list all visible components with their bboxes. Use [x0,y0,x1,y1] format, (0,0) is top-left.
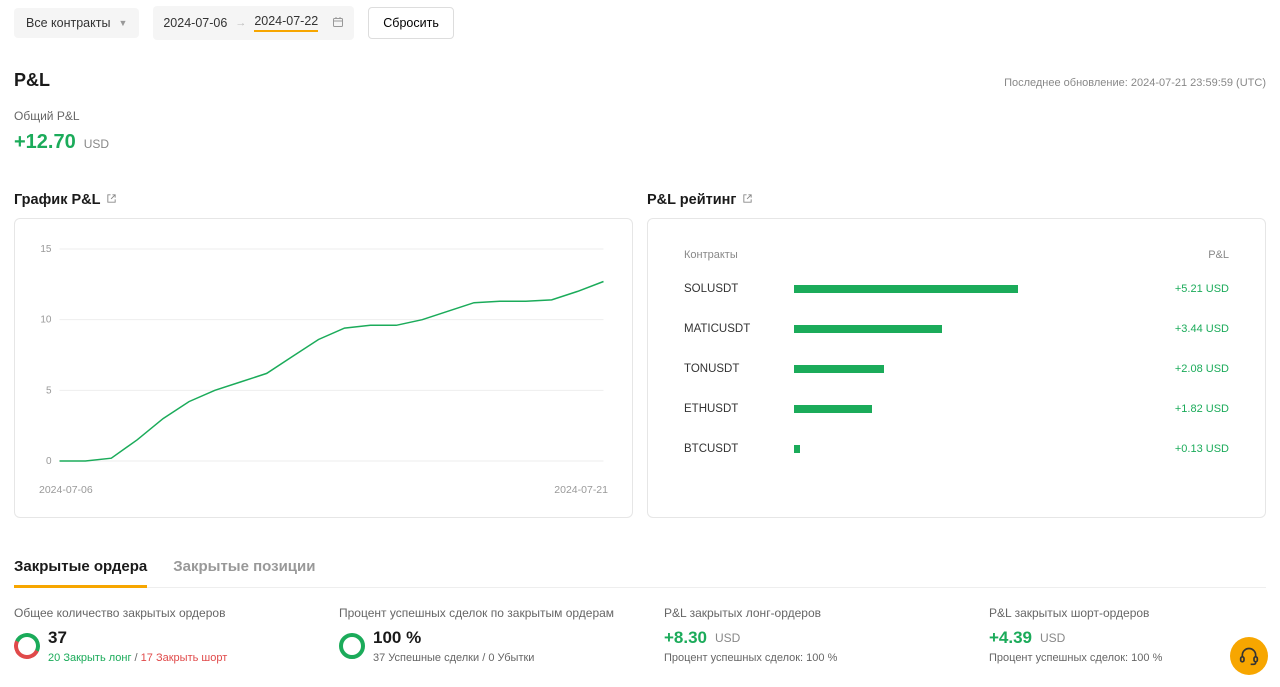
stat-short-pnl: P&L закрытых шорт-ордеров +4.39 USD Проц… [989,606,1266,664]
pnl-chart-box: 0 5 10 15 2024-07-06 2024-07-21 [14,218,633,518]
rank-contract-name: MATICUSDT [684,323,794,335]
stat-total-orders: Общее количество закрытых ордеров 37 20 … [14,606,291,664]
rank-row: MATICUSDT +3.44 USD [684,323,1229,335]
date-to: 2024-07-22 [254,14,318,32]
rank-bar-wrap [794,365,1139,373]
pnl-line-chart: 0 5 10 15 [33,243,614,473]
chart-x-start: 2024-07-06 [39,484,93,496]
orders-ring-icon [10,629,43,662]
svg-text:10: 10 [40,315,52,326]
tab-closed-positions[interactable]: Закрытые позиции [173,558,315,587]
support-button[interactable] [1230,637,1268,675]
rank-value: +5.21 USD [1139,283,1229,295]
stat-success-rate-breakdown: 37 Успешные сделки / 0 Убытки [373,652,534,664]
pnl-header: P&L Последнее обновление: 2024-07-21 23:… [14,70,1266,91]
pnl-ranking-title: P&L рейтинг [647,192,736,208]
tabs: Закрытые ордера Закрытые позиции [14,558,1266,588]
stat-long-pnl-currency: USD [715,631,740,645]
contracts-label: Все контракты [26,16,110,30]
rank-value: +2.08 USD [1139,363,1229,375]
rank-header-pnl: P&L [1208,249,1229,261]
date-range-picker[interactable]: 2024-07-06 → 2024-07-22 [153,6,354,40]
rank-bar [794,325,942,333]
rank-bar [794,405,872,413]
filters-bar: Все контракты ▼ 2024-07-06 → 2024-07-22 … [14,0,1266,46]
reset-button[interactable]: Сбросить [368,7,454,39]
date-from: 2024-07-06 [163,16,227,30]
stat-total-orders-label: Общее количество закрытых ордеров [14,606,291,620]
stat-success-rate-label: Процент успешных сделок по закрытым орде… [339,606,616,620]
chevron-down-icon: ▼ [118,18,127,28]
total-pnl: Общий P&L +12.70 USD [14,109,1266,154]
stat-long-pnl: P&L закрытых лонг-ордеров +8.30 USD Проц… [664,606,941,664]
rank-bar-wrap [794,445,1139,453]
rank-value: +1.82 USD [1139,403,1229,415]
chart-x-end: 2024-07-21 [554,484,608,496]
rank-contract-name: SOLUSDT [684,283,794,295]
rank-bar [794,445,800,453]
rank-row: TONUSDT +2.08 USD [684,363,1229,375]
stat-long-pnl-value: +8.30 [664,628,707,648]
rank-row: ETHUSDT +1.82 USD [684,403,1229,415]
stat-total-orders-value: 37 [48,628,227,648]
stat-long-pnl-label: P&L закрытых лонг-ордеров [664,606,941,620]
calendar-icon [332,16,344,31]
rank-row: SOLUSDT +5.21 USD [684,283,1229,295]
stat-short-pnl-currency: USD [1040,631,1065,645]
svg-text:0: 0 [46,456,52,467]
rank-value: +3.44 USD [1139,323,1229,335]
last-update: Последнее обновление: 2024-07-21 23:59:5… [1004,77,1266,89]
arrow-right-icon: → [235,17,246,29]
external-link-icon[interactable] [742,193,753,207]
success-ring-icon [339,633,365,659]
rank-bar [794,365,884,373]
total-pnl-value: +12.70 [14,131,76,154]
stat-short-pnl-value: +4.39 [989,628,1032,648]
pnl-chart-section: График P&L 0 5 10 15 2024-07-06 2024-07-21 [14,192,633,518]
total-pnl-currency: USD [84,137,109,151]
pnl-ranking-section: P&L рейтинг Контракты P&L SOLUSDT +5.21 U… [647,192,1266,518]
rank-value: +0.13 USD [1139,443,1229,455]
rank-contract-name: TONUSDT [684,363,794,375]
tab-closed-orders[interactable]: Закрытые ордера [14,558,147,588]
pnl-chart-title: График P&L [14,192,100,208]
rank-header-contracts: Контракты [684,249,738,261]
page-title: P&L [14,70,50,91]
external-link-icon[interactable] [106,193,117,207]
stat-short-pnl-label: P&L закрытых шорт-ордеров [989,606,1266,620]
rank-contract-name: ETHUSDT [684,403,794,415]
rank-bar-wrap [794,285,1139,293]
ranking-box: Контракты P&L SOLUSDT +5.21 USD MATICUSDT +… [647,218,1266,518]
stat-success-rate: Процент успешных сделок по закрытым орде… [339,606,616,664]
total-pnl-label: Общий P&L [14,109,1266,123]
stat-long-pnl-sub: Процент успешных сделок: 100 % [664,652,941,664]
svg-text:15: 15 [40,244,52,255]
rank-bar-wrap [794,405,1139,413]
stats-row: Общее количество закрытых ордеров 37 20 … [14,606,1266,664]
stat-short-pnl-sub: Процент успешных сделок: 100 % [989,652,1266,664]
rank-row: BTCUSDT +0.13 USD [684,443,1229,455]
svg-text:5: 5 [46,385,52,396]
rank-contract-name: BTCUSDT [684,443,794,455]
rank-bar [794,285,1018,293]
stat-total-orders-breakdown: 20 Закрыть лонг / 17 Закрыть шорт [48,652,227,664]
rank-bar-wrap [794,325,1139,333]
stat-success-rate-value: 100 % [373,628,534,648]
contracts-dropdown[interactable]: Все контракты ▼ [14,8,139,38]
